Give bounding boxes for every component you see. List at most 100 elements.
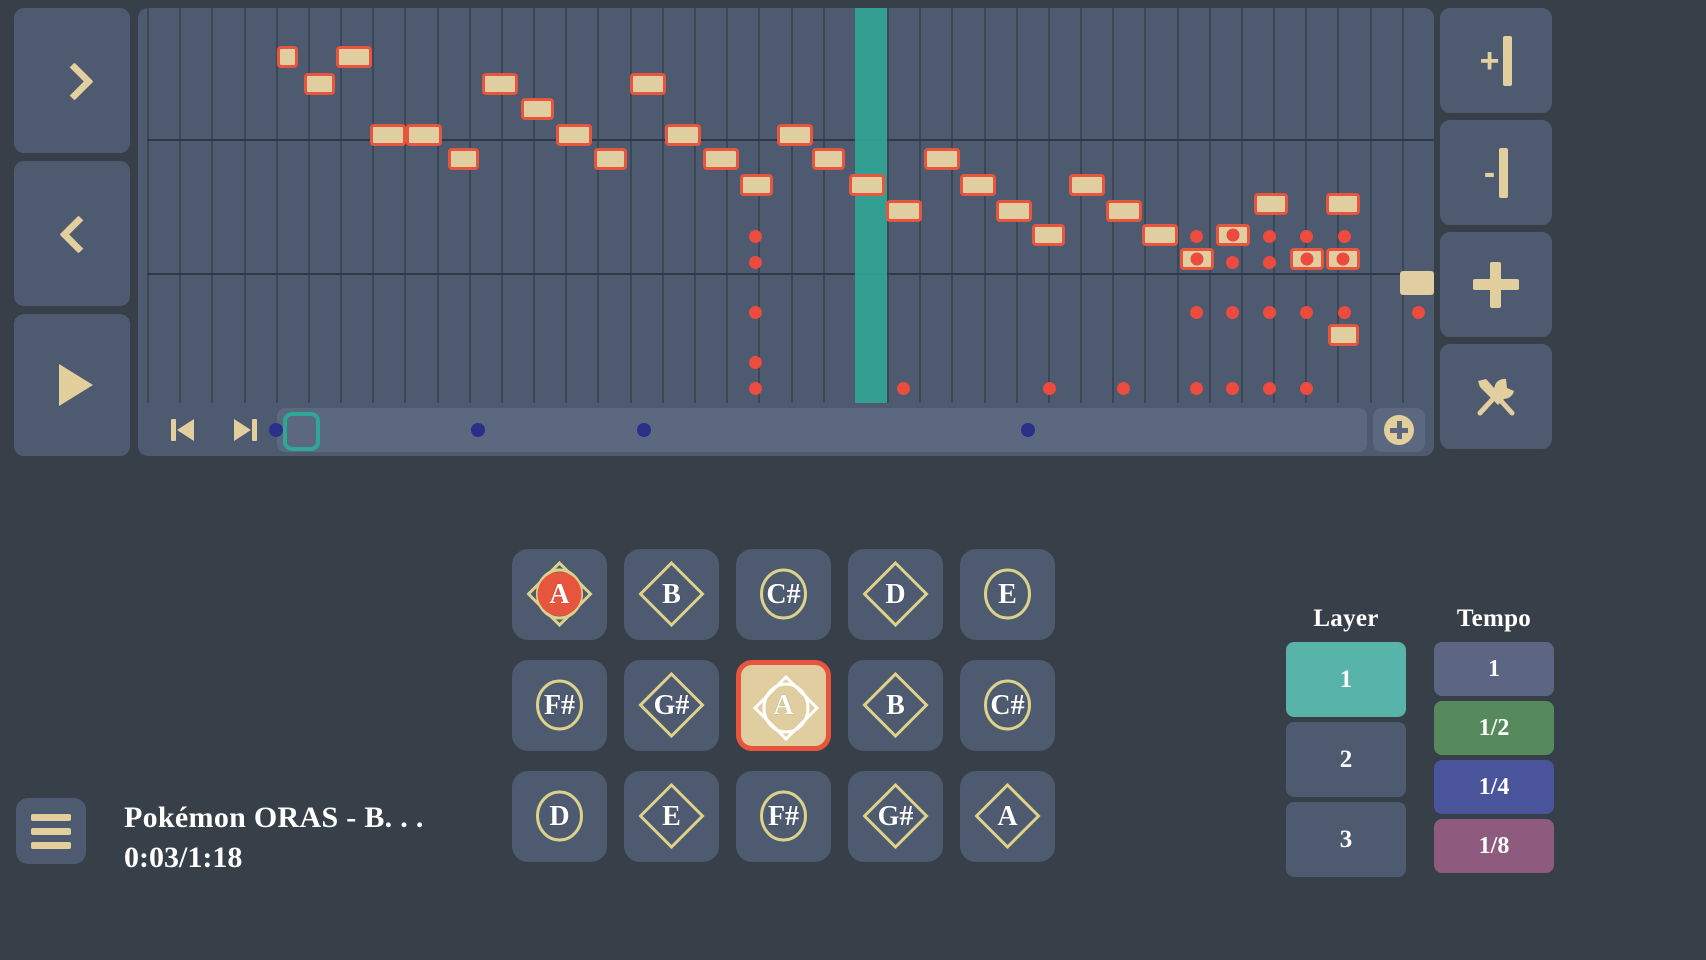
roll-note[interactable] bbox=[1142, 224, 1178, 246]
note-pad-e[interactable]: E bbox=[960, 549, 1055, 640]
layer-option-2[interactable]: 2 bbox=[1286, 722, 1406, 797]
note-pad-e[interactable]: E bbox=[624, 771, 719, 862]
roll-dot-note[interactable] bbox=[1263, 382, 1276, 395]
roll-dot-note[interactable] bbox=[1117, 382, 1130, 395]
note-pad-d[interactable]: D bbox=[848, 549, 943, 640]
tempo-option-1over4[interactable]: 1/4 bbox=[1434, 760, 1554, 814]
note-pad-csharp[interactable]: C# bbox=[736, 549, 831, 640]
roll-note[interactable] bbox=[924, 148, 960, 170]
tools-button[interactable] bbox=[1440, 344, 1552, 449]
roll-dot-note[interactable] bbox=[1226, 306, 1239, 319]
layer-option-1[interactable]: 1 bbox=[1286, 642, 1406, 717]
roll-dot-note[interactable] bbox=[1190, 306, 1203, 319]
roll-note[interactable] bbox=[277, 46, 298, 68]
note-pad-fsharp[interactable]: F# bbox=[512, 660, 607, 751]
note-pad-b[interactable]: B bbox=[848, 660, 943, 751]
roll-note[interactable] bbox=[960, 174, 996, 196]
roll-dot-note[interactable] bbox=[1300, 306, 1313, 319]
tempo-option-1over2[interactable]: 1/2 bbox=[1434, 701, 1554, 755]
skip-to-end-button[interactable] bbox=[219, 408, 271, 452]
next-page-button[interactable] bbox=[14, 8, 130, 153]
roll-note[interactable] bbox=[406, 124, 442, 146]
play-button[interactable] bbox=[14, 314, 130, 456]
roll-dot-note[interactable] bbox=[1338, 306, 1351, 319]
tempo-option-1[interactable]: 1 bbox=[1434, 642, 1554, 696]
tempo-option-1over8[interactable]: 1/8 bbox=[1434, 819, 1554, 873]
roll-note[interactable] bbox=[665, 124, 701, 146]
roll-dot-note[interactable] bbox=[1300, 382, 1313, 395]
note-pad-a[interactable]: A bbox=[736, 660, 831, 751]
roll-note[interactable] bbox=[304, 73, 335, 95]
note-pad-csharp[interactable]: C# bbox=[960, 660, 1055, 751]
roll-note[interactable] bbox=[482, 73, 518, 95]
roll-note[interactable] bbox=[1069, 174, 1105, 196]
roll-note[interactable] bbox=[812, 148, 845, 170]
roll-note[interactable] bbox=[1328, 324, 1359, 346]
menu-button[interactable] bbox=[16, 798, 86, 864]
roll-note[interactable] bbox=[1216, 224, 1250, 246]
note-pad-d[interactable]: D bbox=[512, 771, 607, 862]
roll-note[interactable] bbox=[448, 148, 479, 170]
timeline-marker[interactable] bbox=[471, 423, 485, 437]
add-bar-button[interactable] bbox=[1373, 408, 1425, 452]
roll-dot-note[interactable] bbox=[1043, 382, 1056, 395]
timeline-track[interactable] bbox=[277, 408, 1367, 452]
note-pad-a[interactable]: A bbox=[960, 771, 1055, 862]
roll-dot-note[interactable] bbox=[1412, 306, 1425, 319]
roll-dot-note[interactable] bbox=[749, 356, 762, 369]
note-pad-a[interactable]: A bbox=[512, 549, 607, 640]
timeline-marker[interactable] bbox=[269, 423, 283, 437]
roll-note[interactable] bbox=[556, 124, 592, 146]
roll-dot-note[interactable] bbox=[749, 256, 762, 269]
note-pad-gsharp[interactable]: G# bbox=[848, 771, 943, 862]
roll-note[interactable] bbox=[1254, 193, 1288, 215]
roll-note[interactable] bbox=[1326, 248, 1360, 270]
roll-dot-note[interactable] bbox=[1226, 382, 1239, 395]
add-column-button[interactable]: + bbox=[1440, 8, 1552, 113]
roll-dot-note[interactable] bbox=[1190, 382, 1203, 395]
piano-roll-panel[interactable] bbox=[138, 8, 1434, 456]
roll-note[interactable] bbox=[886, 200, 922, 222]
note-pad-gsharp[interactable]: G# bbox=[624, 660, 719, 751]
timeline-marker[interactable] bbox=[1021, 423, 1035, 437]
previous-page-button[interactable] bbox=[14, 161, 130, 306]
roll-note[interactable] bbox=[740, 174, 773, 196]
roll-note[interactable] bbox=[1106, 200, 1142, 222]
roll-dot-note[interactable] bbox=[1190, 230, 1203, 243]
roll-note[interactable] bbox=[336, 46, 372, 68]
timeline-cursor[interactable] bbox=[283, 412, 320, 451]
roll-note[interactable] bbox=[1400, 271, 1434, 295]
roll-dot-note[interactable] bbox=[1300, 230, 1313, 243]
roll-note[interactable] bbox=[1290, 248, 1324, 270]
roll-note[interactable] bbox=[703, 148, 739, 170]
roll-note[interactable] bbox=[777, 124, 813, 146]
roll-dot-note[interactable] bbox=[1263, 230, 1276, 243]
roll-note[interactable] bbox=[1326, 193, 1360, 215]
roll-note[interactable] bbox=[370, 124, 406, 146]
layer-option-3[interactable]: 3 bbox=[1286, 802, 1406, 877]
roll-note[interactable] bbox=[1180, 248, 1214, 270]
roll-dot-note[interactable] bbox=[749, 306, 762, 319]
note-pad-fsharp[interactable]: F# bbox=[736, 771, 831, 862]
roll-note[interactable] bbox=[594, 148, 627, 170]
roll-note[interactable] bbox=[1032, 224, 1065, 246]
piano-roll-grid[interactable] bbox=[147, 8, 1434, 403]
roll-note[interactable] bbox=[630, 73, 666, 95]
roll-dot-note[interactable] bbox=[1338, 230, 1351, 243]
roll-dot-note[interactable] bbox=[1226, 256, 1239, 269]
add-row-button[interactable] bbox=[1440, 232, 1552, 337]
note-pad-label: A bbox=[997, 800, 1018, 832]
roll-dot-note[interactable] bbox=[1263, 306, 1276, 319]
roll-dot-note[interactable] bbox=[897, 382, 910, 395]
roll-dot-note[interactable] bbox=[1263, 256, 1276, 269]
roll-note[interactable] bbox=[521, 98, 554, 120]
note-pad-b[interactable]: B bbox=[624, 549, 719, 640]
timeline-marker[interactable] bbox=[637, 423, 651, 437]
roll-note[interactable] bbox=[996, 200, 1032, 222]
playhead-column[interactable] bbox=[855, 8, 887, 403]
roll-dot-note[interactable] bbox=[749, 230, 762, 243]
roll-dot-note[interactable] bbox=[749, 382, 762, 395]
remove-column-button[interactable]: - bbox=[1440, 120, 1552, 225]
roll-note[interactable] bbox=[849, 174, 885, 196]
skip-to-start-button[interactable] bbox=[157, 408, 209, 452]
